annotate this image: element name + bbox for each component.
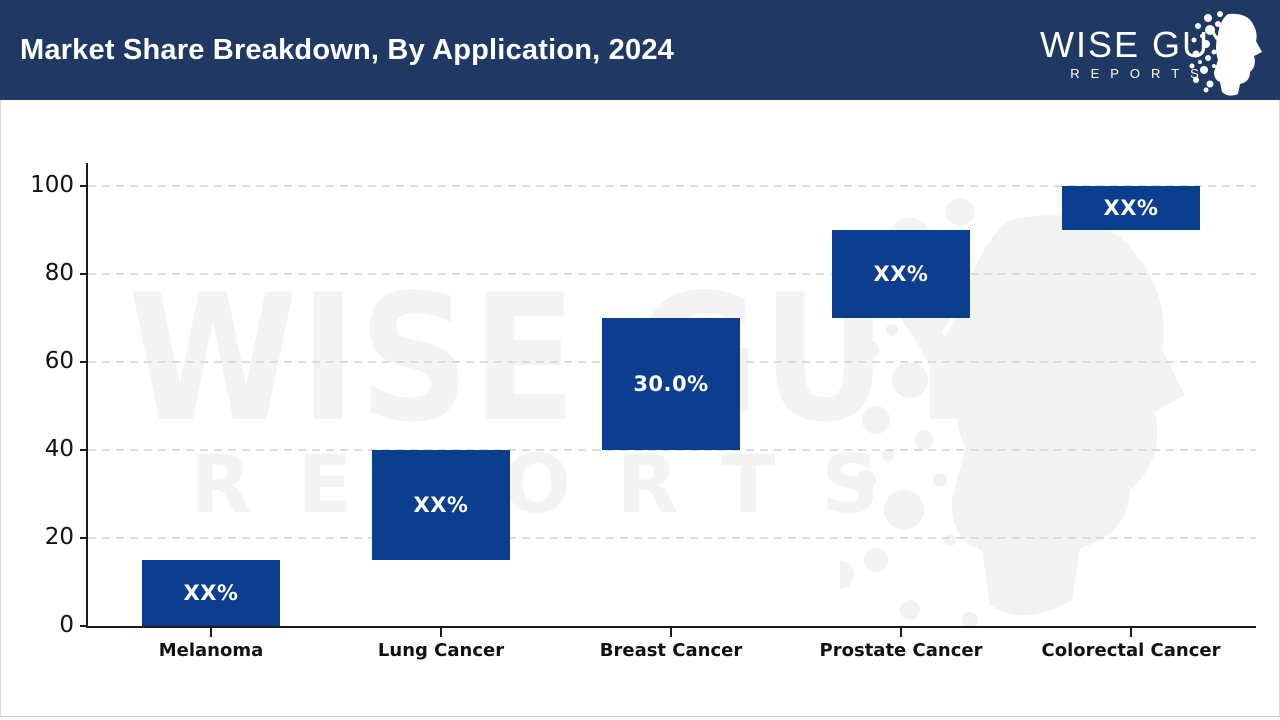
x-axis-label: Lung Cancer xyxy=(377,640,505,661)
bar-prostate-cancer: XX% xyxy=(832,230,970,318)
bar-value-label: XX% xyxy=(1103,196,1159,220)
y-tick xyxy=(80,361,88,363)
x-tick xyxy=(670,628,672,637)
y-axis-line xyxy=(86,163,88,628)
header: Market Share Breakdown, By Application, … xyxy=(0,0,1280,100)
logo-text: WISE GUY REPORTS xyxy=(1040,24,1237,82)
gridline xyxy=(88,185,1256,187)
gridline xyxy=(88,273,1256,275)
x-axis-line xyxy=(86,626,1256,628)
y-tick xyxy=(80,625,88,627)
y-tick xyxy=(80,185,88,187)
x-axis-label: Prostate Cancer xyxy=(819,640,983,661)
bar-value-label: 30.0% xyxy=(633,372,709,396)
y-tick xyxy=(80,449,88,451)
x-tick xyxy=(900,628,902,637)
x-axis-label: Breast Cancer xyxy=(599,640,743,661)
gridline xyxy=(88,449,1256,451)
logo-brand-text: WISE GUY xyxy=(1040,24,1237,65)
bar-value-label: XX% xyxy=(183,581,239,605)
x-tick xyxy=(210,628,212,637)
bar-lung-cancer: XX% xyxy=(372,450,510,560)
bar-breast-cancer: 30.0% xyxy=(602,318,740,450)
y-tick xyxy=(80,273,88,275)
page-title: Market Share Breakdown, By Application, … xyxy=(20,33,674,66)
bar-colorectal-cancer: XX% xyxy=(1062,186,1200,230)
wiseguy-logo: WISE GUY REPORTS xyxy=(1012,6,1262,96)
bar-value-label: XX% xyxy=(873,262,929,286)
x-tick xyxy=(440,628,442,637)
wiseguy-face-icon xyxy=(1189,11,1262,96)
y-tick-label: 0 xyxy=(59,612,74,638)
x-axis-label: Melanoma xyxy=(158,640,264,661)
y-tick-label: 40 xyxy=(44,436,74,462)
y-tick-label: 100 xyxy=(30,172,74,198)
x-axis-label: Colorectal Cancer xyxy=(1041,640,1221,661)
y-tick-label: 60 xyxy=(44,348,74,374)
gridline xyxy=(88,537,1256,539)
bar-melanoma: XX% xyxy=(142,560,280,626)
y-tick-label: 80 xyxy=(44,260,74,286)
y-tick-label: 20 xyxy=(44,524,74,550)
x-tick xyxy=(1130,628,1132,637)
bar-value-label: XX% xyxy=(413,493,469,517)
logo-sub-text: REPORTS xyxy=(1070,66,1210,81)
y-tick xyxy=(80,537,88,539)
